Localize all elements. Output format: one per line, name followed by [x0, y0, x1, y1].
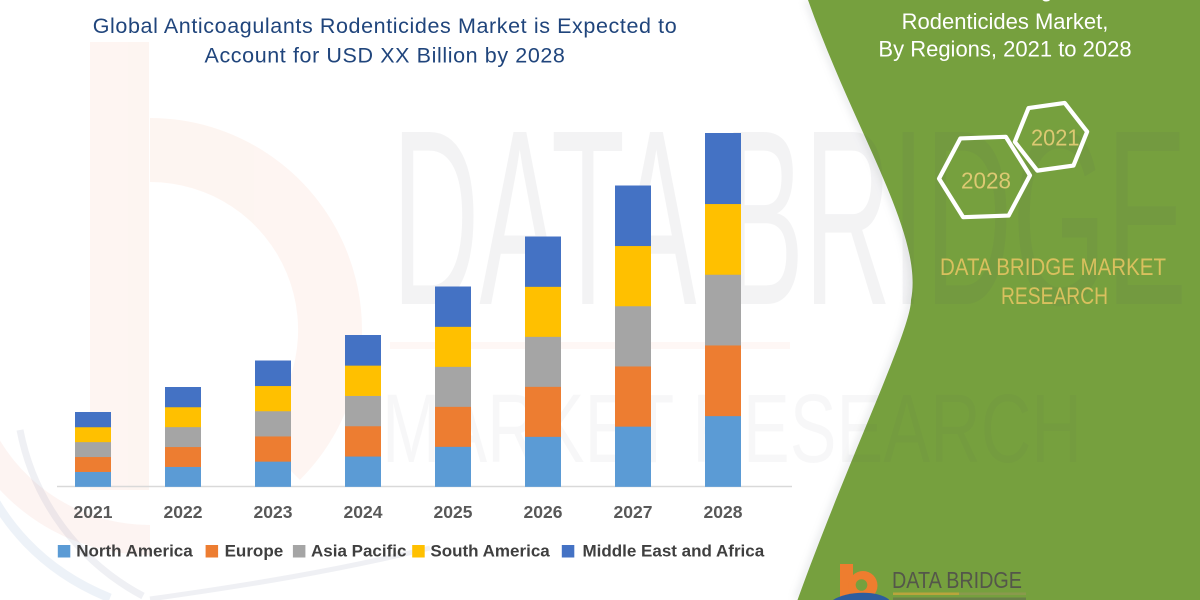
svg-text:2028: 2028: [704, 502, 743, 522]
svg-text:2028: 2028: [961, 168, 1011, 194]
svg-text:2024: 2024: [344, 502, 383, 522]
svg-text:Global Anticoagulants Rodentic: Global Anticoagulants Rodenticides Marke…: [93, 14, 678, 38]
svg-text:2026: 2026: [524, 502, 563, 522]
svg-text:2027: 2027: [614, 502, 653, 522]
svg-text:Account for USD XX Billion by: Account for USD XX Billion by 2028: [205, 44, 566, 68]
svg-text:Asia Pacific: Asia Pacific: [311, 542, 406, 561]
svg-text:Global Anticoagulants: Global Anticoagulants: [899, 0, 1112, 2]
svg-text:2023: 2023: [254, 502, 293, 522]
svg-text:DATA BRIDGE: DATA BRIDGE: [892, 567, 1022, 593]
svg-text:2021: 2021: [74, 502, 113, 522]
svg-text:Rodenticides Market,: Rodenticides Market,: [902, 9, 1109, 34]
svg-text:2021: 2021: [1031, 125, 1080, 151]
svg-text:RESEARCH: RESEARCH: [1001, 283, 1108, 310]
svg-text:Middle East and Africa: Middle East and Africa: [583, 542, 765, 561]
svg-text:North America: North America: [76, 542, 193, 561]
svg-text:DATA BRIDGE MARKET: DATA BRIDGE MARKET: [940, 254, 1166, 281]
svg-text:By Regions, 2021 to 2028: By Regions, 2021 to 2028: [878, 37, 1131, 62]
svg-text:2022: 2022: [164, 502, 203, 522]
svg-text:Europe: Europe: [225, 542, 284, 561]
svg-text:2025: 2025: [434, 502, 473, 522]
svg-text:DATA BRIDGE: DATA BRIDGE: [392, 78, 1187, 357]
svg-text:South America: South America: [430, 542, 550, 561]
